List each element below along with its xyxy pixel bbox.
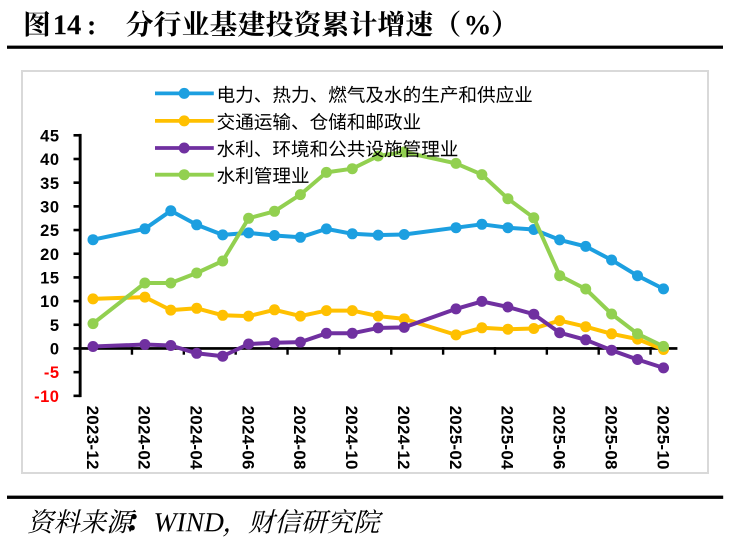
svg-text:10: 10 <box>40 293 59 311</box>
svg-text:2024-10: 2024-10 <box>342 406 361 470</box>
svg-text:2025-08: 2025-08 <box>601 406 620 470</box>
svg-text:-5: -5 <box>44 364 60 382</box>
svg-text:2023-12: 2023-12 <box>83 406 102 470</box>
svg-text:-10: -10 <box>34 388 59 406</box>
svg-text:15: 15 <box>40 270 59 288</box>
svg-text:2025-02: 2025-02 <box>446 406 465 470</box>
svg-text:40: 40 <box>40 151 59 169</box>
svg-text:0: 0 <box>50 341 60 359</box>
svg-text:25: 25 <box>40 222 59 240</box>
svg-text:2024-04: 2024-04 <box>187 406 206 470</box>
svg-text:2025-06: 2025-06 <box>550 406 569 470</box>
svg-text:35: 35 <box>40 175 59 193</box>
svg-text:2024-08: 2024-08 <box>290 406 309 470</box>
svg-text:2025-04: 2025-04 <box>498 406 517 470</box>
svg-text:2024-12: 2024-12 <box>394 406 413 470</box>
svg-text:30: 30 <box>40 199 59 217</box>
svg-text:2024-02: 2024-02 <box>135 406 154 470</box>
svg-text:20: 20 <box>40 246 59 264</box>
svg-text:45: 45 <box>40 127 59 145</box>
svg-text:2024-06: 2024-06 <box>238 406 257 470</box>
svg-text:5: 5 <box>50 317 60 335</box>
svg-text:2025-10: 2025-10 <box>653 406 672 470</box>
